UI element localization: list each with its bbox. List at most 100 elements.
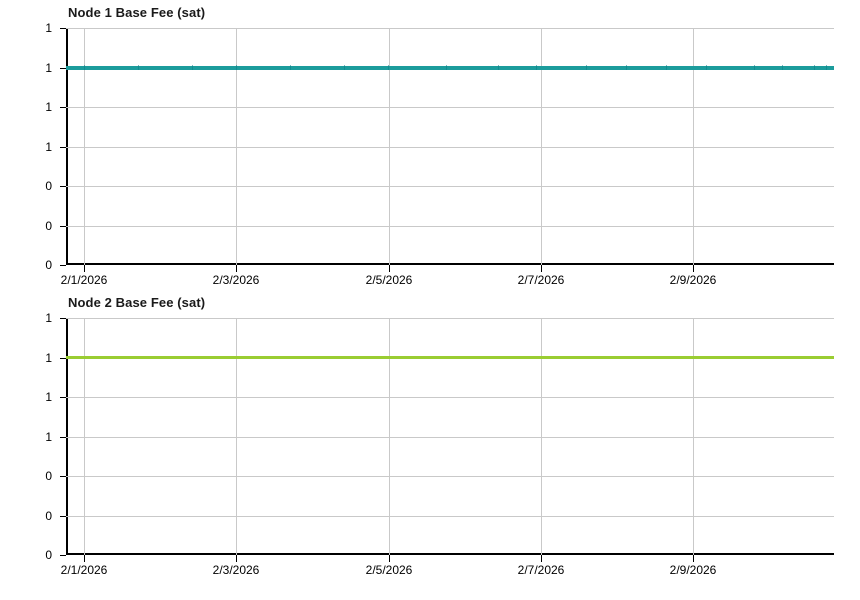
gridline-vertical [693, 28, 694, 265]
series-data-point [536, 65, 537, 70]
gridline-horizontal [66, 107, 834, 108]
y-axis-labels-1: 1 1 1 1 0 0 0 [0, 21, 56, 272]
series-data-point [138, 65, 139, 70]
gridline-horizontal [66, 186, 834, 187]
series-data-point [782, 65, 783, 70]
series-data-point [236, 65, 237, 70]
series-data-point [446, 65, 447, 70]
gridline-horizontal [66, 28, 834, 29]
x-tick-mark [389, 555, 390, 562]
x-tick-label: 2/1/2026 [60, 273, 108, 287]
gridline-horizontal [66, 318, 834, 319]
y-tick-label: 1 [45, 21, 52, 35]
series-data-point [814, 65, 815, 70]
gridline-vertical [389, 318, 390, 555]
plot-area [60, 28, 834, 266]
series-data-point [344, 65, 345, 70]
x-axis-labels-1: 2/1/2026 2/3/2026 2/5/2026 2/7/2026 2/9/2026 [61, 265, 834, 289]
gridline-vertical [541, 318, 542, 555]
x-tick-label: 2/7/2026 [517, 273, 565, 287]
y-tick-mark [60, 226, 66, 227]
x-axis-line [66, 263, 834, 265]
y-tick-label: 1 [45, 140, 52, 154]
gridline-horizontal [66, 476, 834, 477]
x-tick-mark [84, 265, 85, 272]
x-tick-label: 2/3/2026 [212, 273, 260, 287]
y-tick-label: 0 [45, 509, 52, 523]
series-data-point [498, 65, 499, 70]
x-tick-label: 2/9/2026 [669, 273, 717, 287]
gridline-vertical [389, 28, 390, 265]
chart-title: Node 2 Base Fee (sat) [68, 295, 206, 310]
series-data-point [586, 65, 587, 70]
y-tick-label: 0 [45, 219, 52, 233]
series-data-point [388, 65, 389, 70]
x-tick-label: 2/7/2026 [517, 563, 565, 577]
x-tick-label: 2/5/2026 [365, 273, 413, 287]
gridline-horizontal [66, 147, 834, 148]
series-data-point [666, 65, 667, 70]
y-tick-mark [60, 147, 66, 148]
y-tick-label: 1 [45, 61, 52, 75]
series-line [66, 356, 834, 359]
gridline-vertical [236, 318, 237, 555]
gridline-vertical [84, 28, 85, 265]
series-data-point [626, 65, 627, 70]
y-tick-label: 0 [45, 469, 52, 483]
x-tick-mark [541, 265, 542, 272]
y-tick-mark [60, 555, 66, 556]
series-data-point [826, 65, 827, 70]
x-tick-label: 2/9/2026 [669, 563, 717, 577]
chart-title: Node 1 Base Fee (sat) [68, 5, 206, 20]
y-tick-mark [60, 437, 66, 438]
y-tick-label: 1 [45, 311, 52, 325]
y-tick-label: 1 [45, 351, 52, 365]
gridline-horizontal [66, 516, 834, 517]
series-data-point [754, 65, 755, 70]
series-data-point [706, 65, 707, 70]
x-tick-mark [389, 265, 390, 272]
y-tick-mark [60, 397, 66, 398]
y-tick-label: 0 [45, 179, 52, 193]
x-tick-label: 2/1/2026 [60, 563, 108, 577]
y-tick-label: 0 [45, 258, 52, 272]
x-tick-mark [236, 265, 237, 272]
y-axis-line [66, 318, 68, 555]
series-line [66, 65, 834, 70]
y-tick-mark [60, 516, 66, 517]
y-tick-mark [60, 68, 66, 69]
y-tick-label: 1 [45, 430, 52, 444]
gridline-horizontal [66, 437, 834, 438]
x-tick-mark [84, 555, 85, 562]
x-tick-label: 2/3/2026 [212, 563, 260, 577]
x-axis-labels-2: 2/1/2026 2/3/2026 2/5/2026 2/7/2026 2/9/2026 [61, 555, 834, 579]
y-tick-mark [60, 476, 66, 477]
x-tick-mark [236, 555, 237, 562]
y-tick-mark [60, 265, 66, 266]
y-tick-mark [60, 186, 66, 187]
gridline-vertical [84, 318, 85, 555]
y-tick-label: 1 [45, 100, 52, 114]
series-data-point [290, 65, 291, 70]
plot-area [60, 318, 834, 556]
chart-panel-node-2: Node 2 Base Fee (sat) 1 1 1 1 0 0 0 2/1/2026 2/… [0, 290, 860, 590]
y-tick-label: 1 [45, 390, 52, 404]
y-axis-line [66, 28, 68, 265]
series-data-point [192, 65, 193, 70]
y-tick-mark [60, 358, 66, 359]
gridline-horizontal [66, 397, 834, 398]
y-tick-label: 0 [45, 548, 52, 562]
series-data-point [84, 65, 85, 70]
y-tick-mark [60, 107, 66, 108]
gridline-vertical [236, 28, 237, 265]
gridline-vertical [693, 318, 694, 555]
x-tick-mark [693, 265, 694, 272]
x-tick-mark [541, 555, 542, 562]
x-axis-line [66, 553, 834, 555]
gridline-vertical [541, 28, 542, 265]
x-tick-mark [693, 555, 694, 562]
y-tick-mark [60, 28, 66, 29]
gridline-horizontal [66, 226, 834, 227]
